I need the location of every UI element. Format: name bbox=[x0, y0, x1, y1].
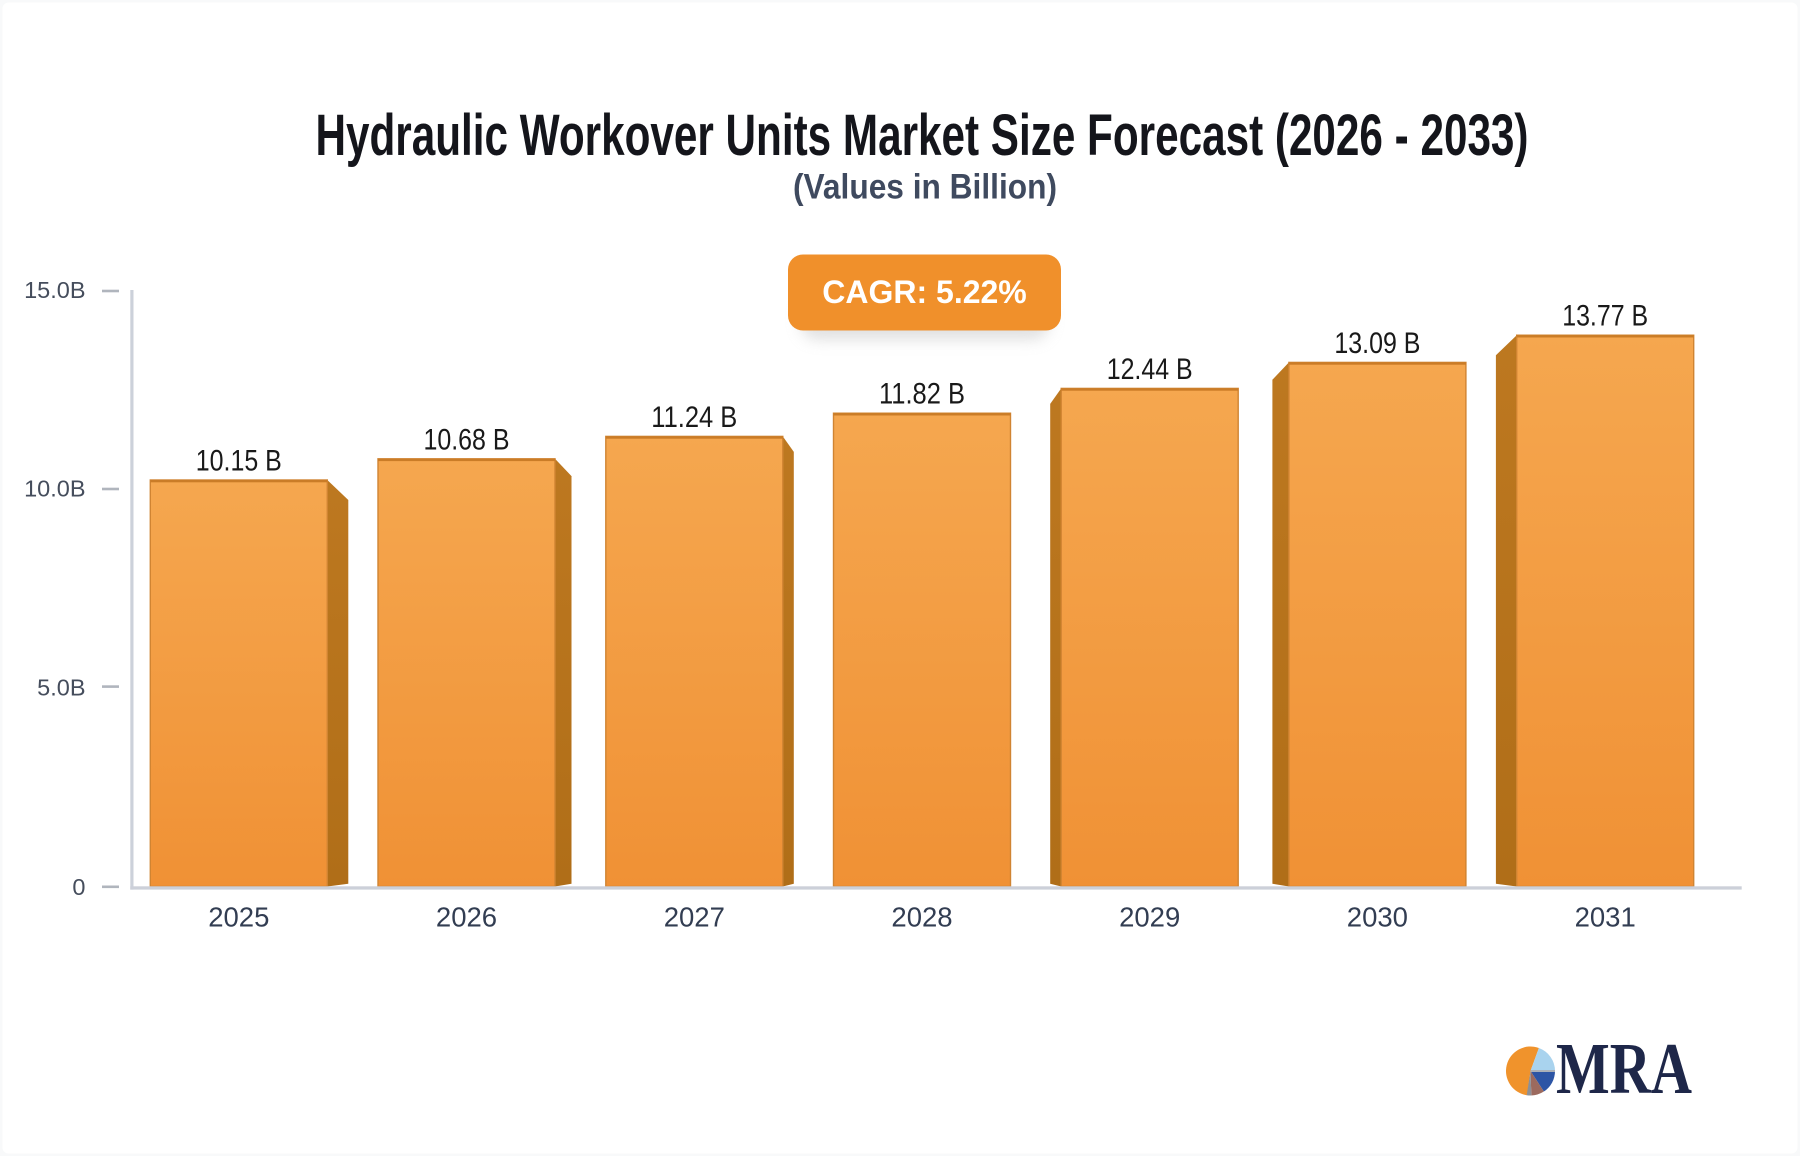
svg-text:11.82 B: 11.82 B bbox=[879, 378, 965, 411]
svg-text:12.44 B: 12.44 B bbox=[1107, 353, 1193, 386]
svg-text:2028: 2028 bbox=[891, 902, 952, 933]
svg-text:5.0B: 5.0B bbox=[37, 675, 85, 701]
svg-text:2029: 2029 bbox=[1119, 902, 1180, 933]
svg-text:13.77 B: 13.77 B bbox=[1562, 300, 1648, 333]
svg-text:CAGR: 5.22%: CAGR: 5.22% bbox=[822, 274, 1027, 310]
svg-text:11.24 B: 11.24 B bbox=[651, 401, 737, 434]
svg-text:2025: 2025 bbox=[208, 902, 269, 933]
svg-text:(Values in Billion): (Values in Billion) bbox=[793, 167, 1057, 207]
svg-text:2030: 2030 bbox=[1347, 902, 1408, 933]
svg-text:10.15 B: 10.15 B bbox=[196, 445, 282, 478]
svg-text:2031: 2031 bbox=[1575, 902, 1636, 933]
svg-text:2027: 2027 bbox=[664, 902, 725, 933]
svg-text:Hydraulic Workover Units Marke: Hydraulic Workover Units Market Size For… bbox=[316, 103, 1529, 168]
svg-text:10.68 B: 10.68 B bbox=[424, 423, 510, 456]
svg-text:15.0B: 15.0B bbox=[24, 277, 85, 303]
svg-text:0: 0 bbox=[72, 874, 85, 900]
svg-text:2026: 2026 bbox=[436, 902, 497, 933]
svg-text:MRA: MRA bbox=[1556, 1029, 1692, 1109]
svg-text:13.09 B: 13.09 B bbox=[1334, 327, 1420, 360]
svg-text:10.0B: 10.0B bbox=[24, 476, 85, 502]
